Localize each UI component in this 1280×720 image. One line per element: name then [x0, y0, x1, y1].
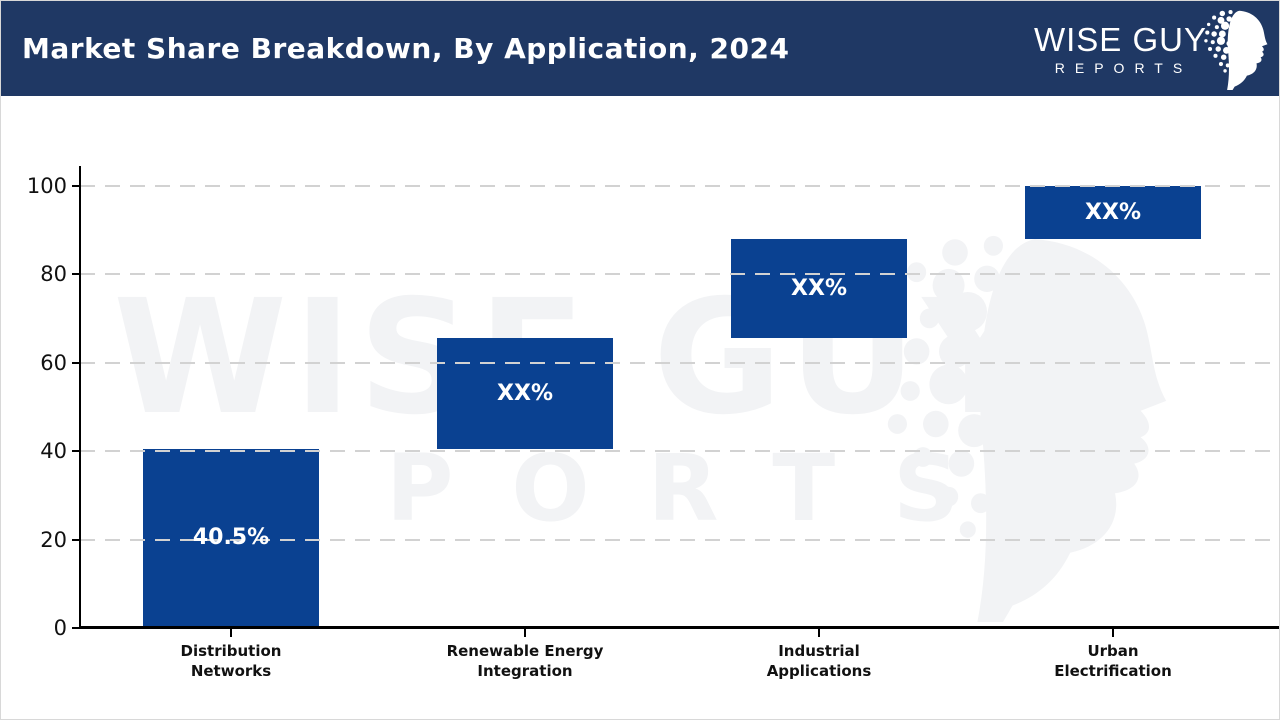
header: Market Share Breakdown, By Application, …: [1, 1, 1279, 96]
brand-name: WISE GUY: [1033, 20, 1207, 58]
y-tick-100: [72, 185, 80, 187]
gridline-100: [80, 185, 1279, 187]
bar-renewable-energy-integration: [437, 338, 613, 449]
x-tick-distribution-networks: [230, 629, 232, 637]
watermark-text-line2: PORTS: [386, 435, 1018, 542]
x-category-label-industrial-applications: Industrial Applications: [766, 642, 872, 680]
y-tick-label-40: 40: [40, 439, 67, 464]
y-axis-spine: [79, 166, 81, 628]
brand-subtitle: REPORTS: [1054, 59, 1193, 76]
y-tick-label-0: 0: [53, 616, 67, 640]
watermark-head-icon: [859, 226, 1179, 622]
y-tick-0: [72, 627, 80, 629]
gridline-20: [80, 538, 1279, 541]
y-tick-60: [72, 361, 80, 364]
brand-logo: WISE GUY REPORTS: [1034, 8, 1271, 90]
x-tick-renewable-energy-integration: [524, 629, 526, 637]
brand-logo-text: WISE GUY REPORTS: [1034, 23, 1207, 75]
bar-value-industrial-applications: XX%: [791, 275, 847, 301]
y-tick-label-80: 80: [40, 262, 67, 287]
bar-value-renewable-energy-integration: XX%: [497, 380, 553, 406]
brand-head-icon: [1201, 8, 1271, 90]
x-tick-urban-electrification: [1112, 629, 1114, 637]
x-axis-baseline: [79, 626, 1279, 629]
gridline-40: [80, 450, 1279, 453]
y-tick-20: [72, 538, 80, 541]
bar-industrial-applications: [731, 239, 907, 339]
x-category-label-urban-electrification: Urban Electrification: [1054, 642, 1172, 680]
bar-value-distribution-networks: 40.5%: [192, 525, 270, 551]
y-tick-40: [72, 450, 80, 453]
page-title: Market Share Breakdown, By Application, …: [22, 32, 790, 65]
y-tick-label-60: 60: [40, 350, 67, 375]
gridline-80: [80, 273, 1279, 276]
x-category-label-renewable-energy-integration: Renewable Energy Integration: [446, 642, 604, 680]
gridline-60: [80, 361, 1279, 364]
y-tick-label-20: 20: [40, 527, 67, 552]
bar-urban-electrification: [1025, 186, 1201, 240]
bar-value-urban-electrification: XX%: [1085, 199, 1141, 225]
x-tick-industrial-applications: [818, 629, 820, 637]
y-tick-80: [72, 273, 80, 276]
bar-distribution-networks: [143, 448, 319, 628]
y-tick-label-100: 100: [26, 174, 67, 198]
x-category-label-distribution-networks: Distribution Networks: [180, 642, 282, 680]
